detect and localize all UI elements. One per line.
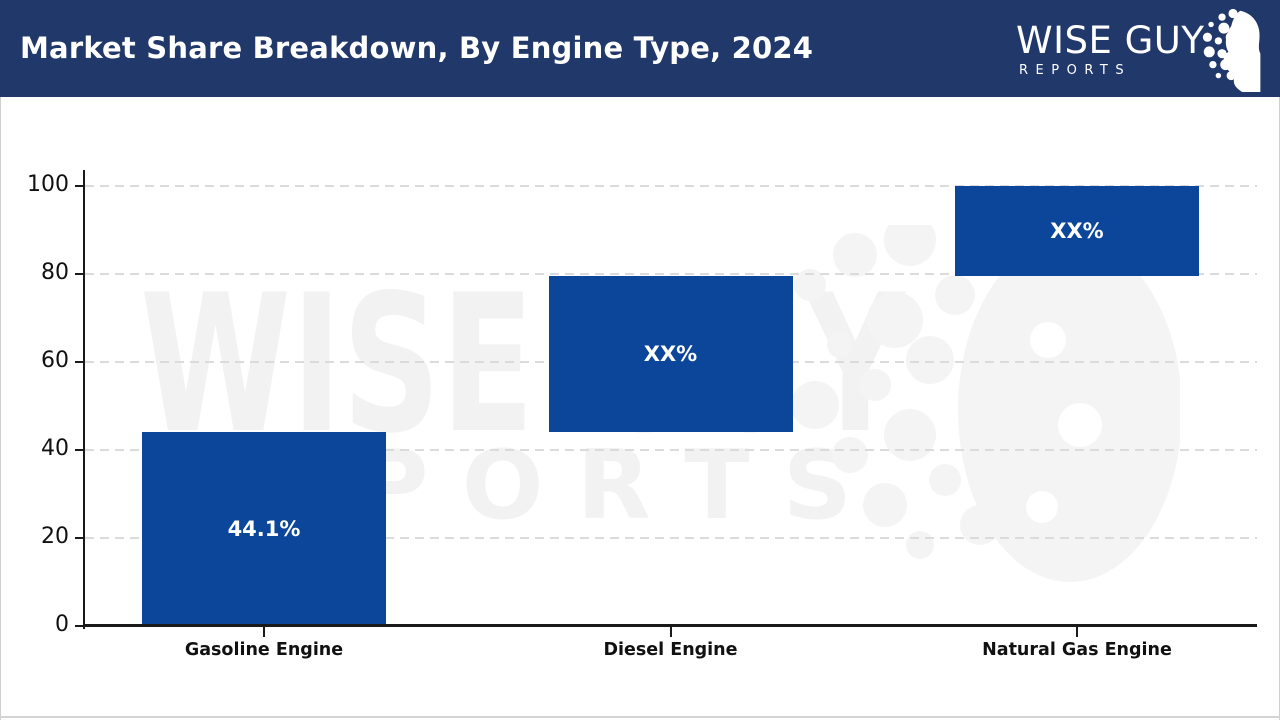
bar-value-label: XX%	[643, 342, 698, 367]
x-tick-mark	[669, 627, 672, 637]
x-axis-line	[83, 624, 1257, 627]
y-tick-label: 80	[41, 260, 69, 285]
logo-subtext: REPORTS	[1019, 63, 1132, 78]
watermark-face-icon	[791, 225, 1180, 582]
y-tick-mark	[75, 625, 83, 627]
y-tick-mark	[75, 361, 83, 363]
y-gridline	[85, 273, 1257, 275]
bar-gasoline-engine: 44.1%	[142, 431, 386, 626]
y-axis-spine	[83, 170, 85, 629]
y-tick-mark	[75, 273, 83, 275]
x-category-label: Diesel Engine	[603, 640, 738, 660]
y-tick-label: 20	[41, 524, 69, 549]
bar-diesel-engine: XX%	[548, 276, 793, 432]
bar-natural-gas-engine: XX%	[955, 186, 1199, 277]
y-tick-label: 100	[27, 171, 69, 197]
x-tick-mark	[263, 627, 265, 637]
y-tick-label: 40	[41, 436, 69, 461]
y-gridline	[85, 537, 1257, 539]
plot-area: 0 20 40 60 80 100 44.1% XX% XX% Gasoline Engine Di…	[27, 170, 1257, 660]
bar-value-label: 44.1%	[227, 516, 301, 541]
y-gridline	[85, 449, 1257, 451]
y-tick-label: 0	[55, 612, 69, 637]
y-tick-mark	[75, 537, 83, 539]
y-tick-mark	[75, 449, 83, 451]
y-tick-label: 60	[41, 348, 69, 373]
logo-wordmark: WISE GUY	[1016, 19, 1205, 62]
y-tick-mark	[75, 185, 83, 187]
header: Market Share Breakdown, By Engine Type, …	[0, 0, 1280, 97]
wiseguy-logo: WISE GUY REPORTS	[1016, 8, 1268, 92]
page-border-left	[0, 97, 1, 720]
page-border-bottom	[0, 716, 1280, 718]
bar-value-label: XX%	[1050, 219, 1104, 244]
x-tick-mark	[1076, 627, 1078, 637]
x-category-label: Gasoline Engine	[184, 640, 344, 660]
page-title: Market Share Breakdown, By Engine Type, …	[20, 31, 814, 65]
logo-face-icon	[1202, 8, 1261, 92]
y-gridline	[85, 185, 1257, 187]
x-category-label: Natural Gas Engine	[982, 640, 1172, 660]
logo-text: WISE GUY REPORTS	[1016, 22, 1204, 78]
